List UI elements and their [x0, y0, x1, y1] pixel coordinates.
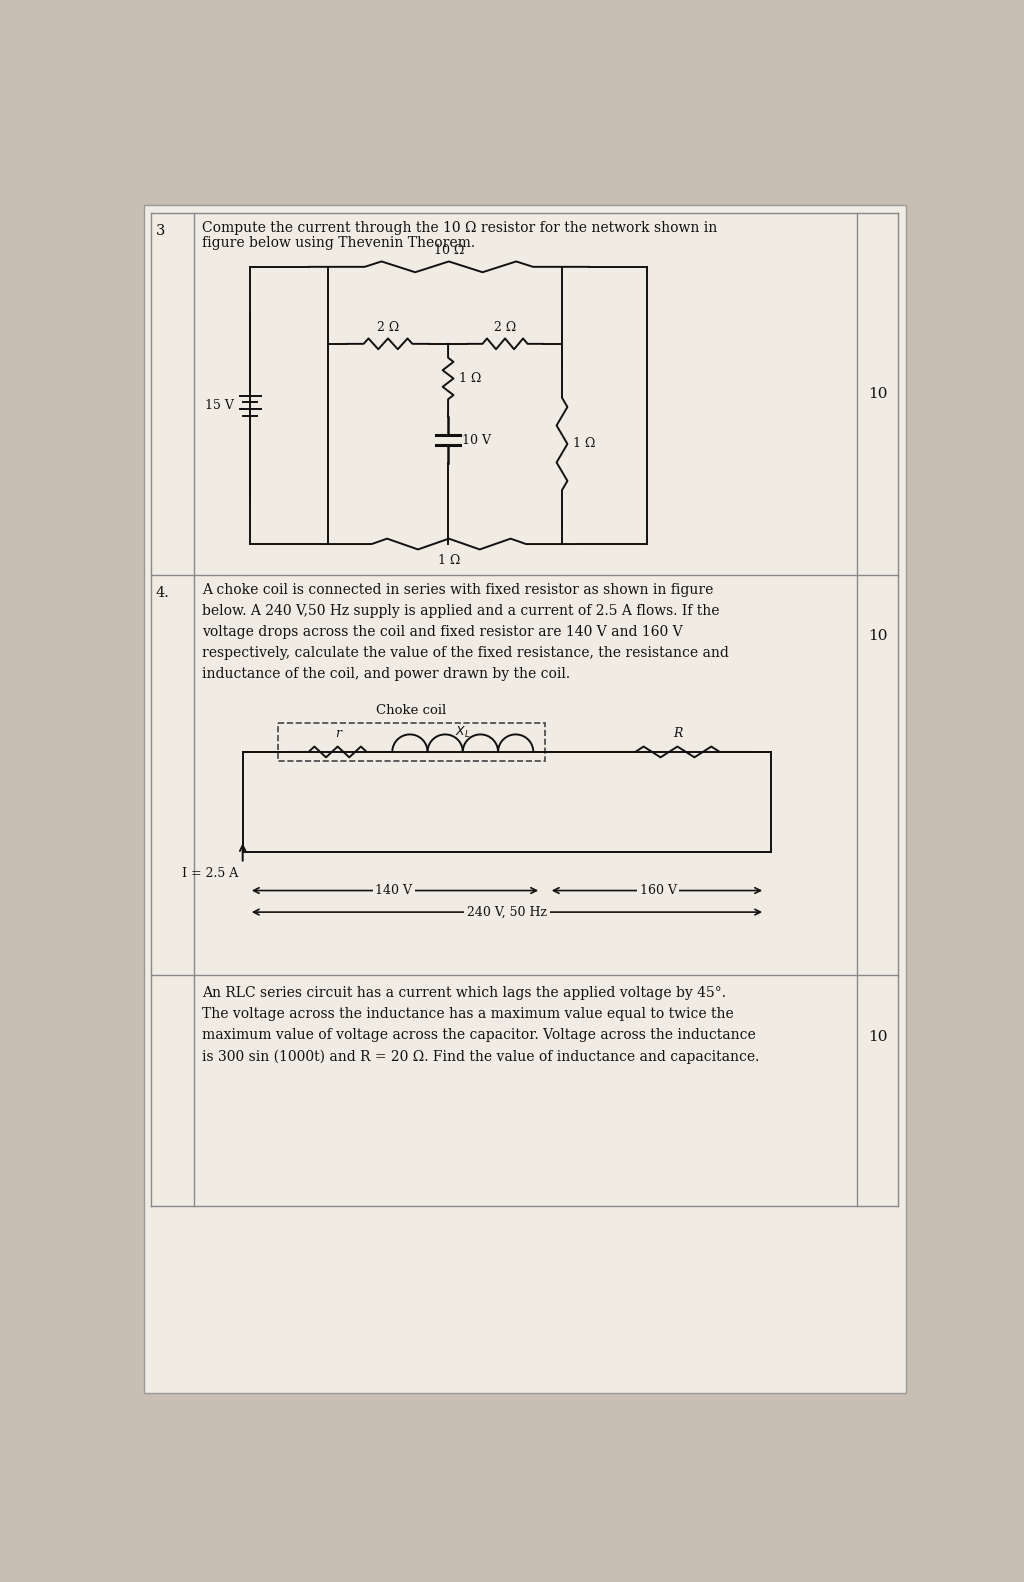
Text: An RLC series circuit has a current which lags the applied voltage by 45°.
The v: An RLC series circuit has a current whic…: [202, 986, 759, 1065]
Text: 10: 10: [867, 1030, 887, 1044]
Text: 2 Ω: 2 Ω: [494, 321, 516, 334]
Text: 10 Ω: 10 Ω: [433, 244, 464, 256]
Text: 240 V, 50 Hz: 240 V, 50 Hz: [467, 905, 547, 919]
Text: A choke coil is connected in series with fixed resistor as shown in figure
below: A choke coil is connected in series with…: [202, 582, 728, 682]
Text: 3: 3: [156, 223, 165, 237]
Text: $X_L$: $X_L$: [455, 725, 470, 740]
Text: 10 V: 10 V: [462, 433, 492, 446]
Text: Compute the current through the 10 Ω resistor for the network shown in: Compute the current through the 10 Ω res…: [202, 220, 717, 234]
Text: 1 Ω: 1 Ω: [459, 372, 481, 384]
Text: R: R: [673, 726, 682, 740]
Text: Choke coil: Choke coil: [376, 704, 446, 717]
Text: 10: 10: [867, 388, 887, 400]
Text: figure below using Thevenin Theorem.: figure below using Thevenin Theorem.: [202, 236, 475, 250]
Text: 1 Ω: 1 Ω: [572, 438, 595, 451]
Text: r: r: [335, 726, 341, 740]
Text: 15 V: 15 V: [205, 399, 233, 411]
Text: 1 Ω: 1 Ω: [437, 554, 460, 566]
Text: 160 V: 160 V: [640, 884, 677, 897]
Text: 2 Ω: 2 Ω: [377, 321, 399, 334]
Text: 140 V: 140 V: [376, 884, 413, 897]
Text: 10: 10: [867, 630, 887, 644]
Bar: [278, 723, 545, 761]
Text: I = 2.5 A: I = 2.5 A: [182, 867, 238, 881]
Text: 4.: 4.: [156, 585, 170, 600]
